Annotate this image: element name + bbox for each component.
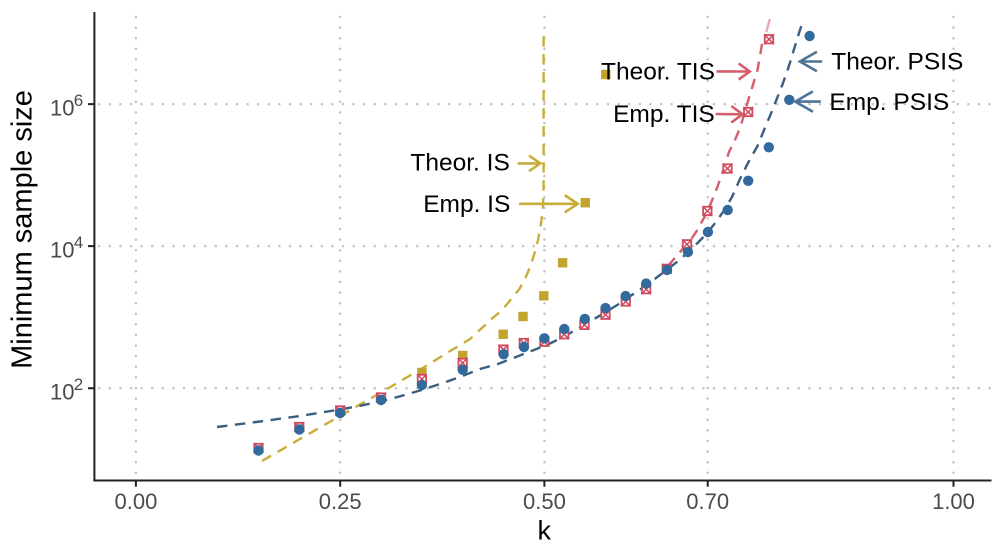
svg-text:6: 6	[74, 91, 83, 110]
svg-text:10: 10	[50, 380, 74, 405]
svg-text:2: 2	[74, 375, 83, 394]
svg-text:0.70: 0.70	[686, 489, 729, 514]
svg-text:Emp. IS: Emp. IS	[423, 191, 510, 218]
svg-text:Theor. PSIS: Theor. PSIS	[831, 49, 963, 76]
svg-text:Minimum sample size: Minimum sample size	[6, 90, 38, 369]
svg-text:0.50: 0.50	[523, 489, 566, 514]
svg-text:10: 10	[50, 237, 74, 262]
svg-text:Theor. IS: Theor. IS	[410, 150, 509, 177]
svg-text:k: k	[538, 516, 552, 546]
svg-text:4: 4	[74, 233, 83, 252]
svg-text:10: 10	[50, 95, 74, 120]
svg-text:Emp. PSIS: Emp. PSIS	[829, 89, 949, 116]
svg-text:0.00: 0.00	[114, 489, 157, 514]
svg-text:Theor. TIS: Theor. TIS	[601, 59, 715, 86]
svg-text:0.25: 0.25	[319, 489, 362, 514]
svg-text:Emp. TIS: Emp. TIS	[613, 101, 715, 128]
svg-text:1.00: 1.00	[932, 489, 975, 514]
